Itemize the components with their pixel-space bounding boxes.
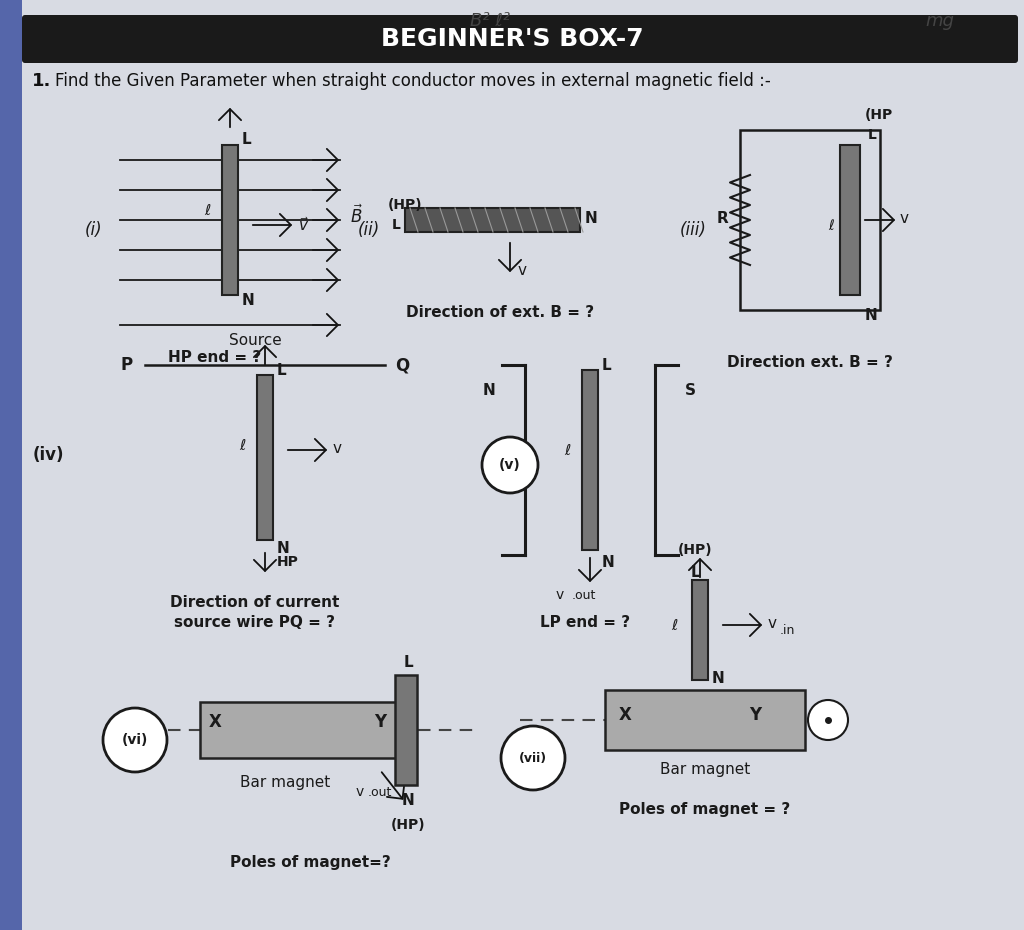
Text: .in: .in: [780, 623, 796, 636]
Text: $\ell$: $\ell$: [828, 218, 836, 232]
Text: (iv): (iv): [33, 446, 65, 464]
Bar: [740, 130, 880, 310]
Bar: [692, 580, 708, 680]
Bar: [406, 208, 580, 232]
Text: P: P: [121, 356, 133, 374]
Text: S: S: [685, 382, 696, 397]
Text: source wire PQ = ?: source wire PQ = ?: [174, 615, 336, 630]
Text: HP: HP: [278, 555, 299, 569]
Text: $\vec{v}$: $\vec{v}$: [298, 216, 309, 234]
Text: mg: mg: [926, 12, 954, 30]
Bar: [840, 145, 860, 295]
Text: LP end = ?: LP end = ?: [540, 615, 630, 630]
Text: $\vec{B}$: $\vec{B}$: [350, 205, 364, 227]
Circle shape: [501, 726, 565, 790]
Text: Direction of ext. B = ?: Direction of ext. B = ?: [406, 305, 594, 320]
Text: X: X: [618, 706, 632, 724]
Text: N: N: [712, 671, 725, 685]
Text: (iii): (iii): [680, 221, 707, 239]
Bar: [257, 375, 273, 540]
Text: L: L: [602, 357, 611, 373]
Text: (HP: (HP: [865, 108, 893, 122]
Text: (ii): (ii): [358, 221, 380, 239]
Text: L: L: [403, 655, 413, 670]
Text: B² ℓ²: B² ℓ²: [470, 12, 510, 30]
Text: N: N: [602, 554, 614, 569]
Text: Find the Given Parameter when straight conductor moves in external magnetic fiel: Find the Given Parameter when straight c…: [55, 72, 771, 90]
Bar: [605, 690, 805, 750]
Text: v: v: [356, 785, 365, 799]
Text: Q: Q: [395, 356, 410, 374]
Bar: [222, 145, 238, 295]
Text: L: L: [690, 565, 699, 579]
Text: N: N: [865, 308, 878, 323]
Bar: [395, 675, 417, 785]
Text: v: v: [333, 441, 342, 456]
Text: L: L: [867, 128, 877, 142]
Text: Poles of magnet=?: Poles of magnet=?: [229, 855, 390, 870]
Text: Y: Y: [374, 713, 386, 731]
Text: .out: .out: [572, 589, 596, 602]
Text: L: L: [392, 218, 400, 232]
Text: R: R: [716, 210, 728, 225]
Circle shape: [103, 708, 167, 772]
Text: Source: Source: [228, 333, 282, 348]
Text: Bar magnet: Bar magnet: [659, 762, 751, 777]
Text: X: X: [209, 713, 221, 731]
Text: v: v: [556, 588, 564, 602]
Text: Direction ext. B = ?: Direction ext. B = ?: [727, 355, 893, 370]
Text: (i): (i): [85, 221, 102, 239]
Bar: [200, 702, 400, 758]
Text: (HP): (HP): [388, 198, 423, 212]
Text: (vii): (vii): [519, 751, 547, 764]
Circle shape: [482, 437, 538, 493]
Text: $\ell$: $\ell$: [240, 437, 247, 453]
Text: L: L: [242, 132, 252, 148]
Text: N: N: [242, 293, 255, 308]
Text: Y: Y: [749, 706, 761, 724]
Text: v: v: [900, 210, 909, 225]
Text: N: N: [401, 792, 415, 807]
Text: Direction of current: Direction of current: [170, 595, 340, 610]
Text: (v): (v): [499, 458, 521, 472]
Text: (HP): (HP): [678, 543, 713, 557]
Text: HP end = ?: HP end = ?: [168, 350, 261, 365]
Bar: [0, 0, 22, 930]
Text: v: v: [518, 262, 527, 277]
Text: N: N: [585, 210, 598, 225]
Text: Poles of magnet = ?: Poles of magnet = ?: [620, 802, 791, 817]
Text: $\ell$: $\ell$: [564, 443, 571, 458]
Text: $\ell$: $\ell$: [671, 618, 679, 632]
Text: v: v: [768, 616, 777, 631]
Text: N: N: [482, 382, 495, 397]
Text: (vi): (vi): [122, 733, 148, 747]
Bar: [582, 370, 598, 550]
Text: BEGINNER'S BOX-7: BEGINNER'S BOX-7: [381, 27, 643, 51]
Text: (HP): (HP): [391, 818, 425, 832]
Text: N: N: [278, 540, 290, 555]
Text: L: L: [278, 363, 287, 378]
Text: $\ell$: $\ell$: [204, 203, 212, 218]
Text: .out: .out: [368, 786, 392, 799]
Circle shape: [808, 700, 848, 740]
FancyBboxPatch shape: [22, 15, 1018, 63]
Text: Bar magnet: Bar magnet: [240, 775, 330, 790]
Text: 1.: 1.: [32, 72, 51, 90]
